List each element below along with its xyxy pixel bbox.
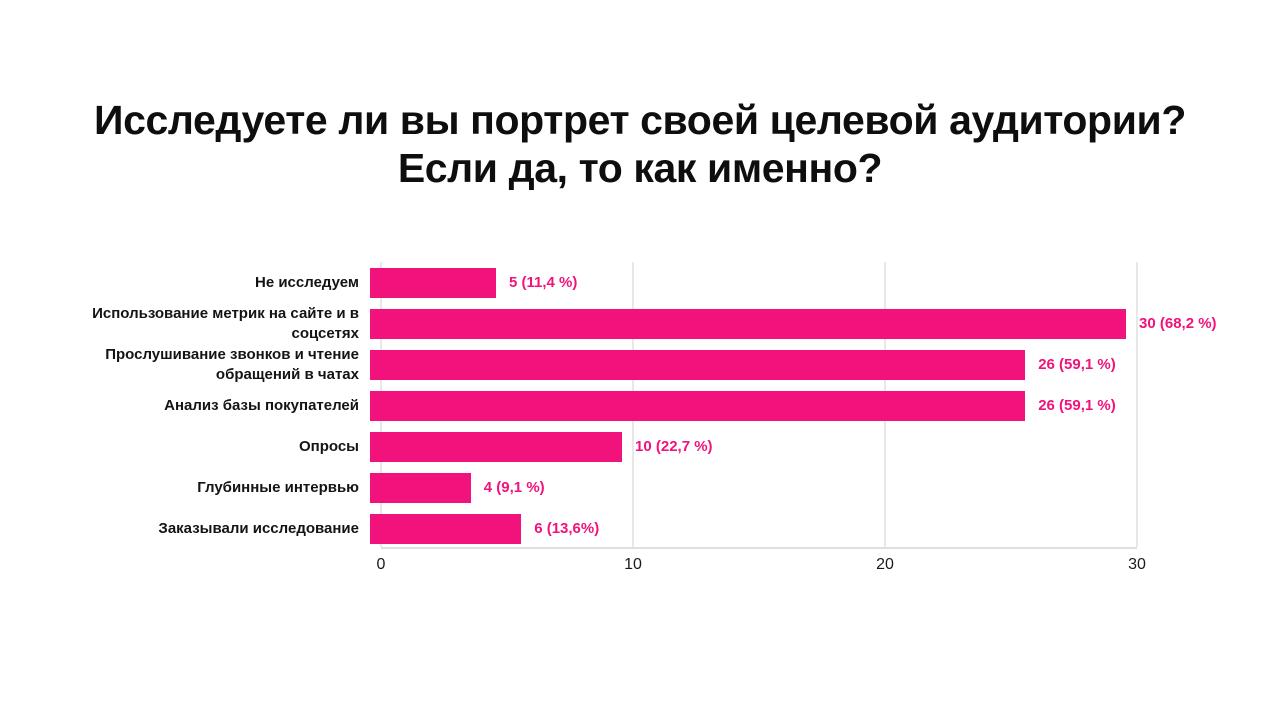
category-label: Прослушивание звонков и чтение обращений… bbox=[105, 346, 359, 383]
value-label: 26 (59,1 %) bbox=[1038, 397, 1116, 414]
plot-area: Не исследуем 5 (11,4 %) Использование ме… bbox=[60, 262, 1217, 549]
page-title-line-2: Если да, то как именно? bbox=[397, 145, 883, 191]
bar bbox=[370, 513, 522, 544]
bar bbox=[370, 431, 622, 462]
bar bbox=[370, 472, 471, 503]
category-label: Глубинные интервью bbox=[197, 478, 359, 496]
page-title-line-1: Исследуете ли вы портрет своей целевой а… bbox=[94, 97, 1186, 143]
bar bbox=[370, 349, 1026, 380]
bar-track: 26 (59,1 %) bbox=[370, 349, 1126, 380]
bar-track: 6 (13,6%) bbox=[370, 513, 1126, 544]
bar bbox=[370, 308, 1126, 339]
slide: Исследуете ли вы портрет своей целевой а… bbox=[0, 96, 1280, 720]
bar-track: 5 (11,4 %) bbox=[370, 267, 1126, 298]
bar-track: 30 (68,2 %) bbox=[370, 308, 1217, 339]
bar-track: 4 (9,1 %) bbox=[370, 472, 1126, 503]
bar-row: Глубинные интервью 4 (9,1 %) bbox=[60, 467, 1137, 508]
value-label: 4 (9,1 %) bbox=[483, 479, 545, 496]
category-label: Заказывали исследование bbox=[158, 519, 359, 537]
x-tick: 30 bbox=[1128, 556, 1146, 573]
category-label: Не исследуем bbox=[254, 273, 359, 291]
bar-row: Заказывали исследование 6 (13,6%) bbox=[60, 508, 1137, 549]
x-axis: 0 10 20 30 bbox=[377, 549, 1146, 579]
bar-track: 26 (59,1 %) bbox=[370, 390, 1126, 421]
value-label: 10 (22,7 %) bbox=[635, 438, 713, 455]
bar-row: Не исследуем 5 (11,4 %) bbox=[60, 262, 1137, 303]
bar-chart: Не исследуем 5 (11,4 %) Использование ме… bbox=[60, 262, 1217, 579]
value-label: 26 (59,1 %) bbox=[1038, 356, 1116, 373]
category-label: Использование метрик на сайте и в соцсет… bbox=[92, 305, 359, 342]
x-tick: 10 bbox=[624, 556, 642, 573]
bar-row: Опросы 10 (22,7 %) bbox=[60, 426, 1137, 467]
x-tick: 0 bbox=[376, 556, 386, 573]
category-label: Анализ базы покупателей bbox=[164, 396, 359, 414]
x-tick: 20 bbox=[876, 556, 894, 573]
bar bbox=[370, 267, 496, 298]
value-label: 5 (11,4 %) bbox=[509, 274, 578, 291]
bar-row: Использование метрик на сайте и в соцсет… bbox=[60, 303, 1217, 344]
gridline-30 bbox=[1136, 262, 1138, 547]
value-label: 30 (68,2 %) bbox=[1139, 315, 1217, 332]
bar-row: Анализ базы покупателей 26 (59,1 %) bbox=[60, 385, 1137, 426]
bar bbox=[370, 390, 1026, 421]
category-label: Опросы bbox=[298, 437, 359, 455]
page-title: Исследуете ли вы портрет своей целевой а… bbox=[0, 96, 1280, 192]
bar-row: Прослушивание звонков и чтение обращений… bbox=[60, 344, 1137, 385]
bar-track: 10 (22,7 %) bbox=[370, 431, 1126, 462]
value-label: 6 (13,6%) bbox=[534, 520, 600, 537]
